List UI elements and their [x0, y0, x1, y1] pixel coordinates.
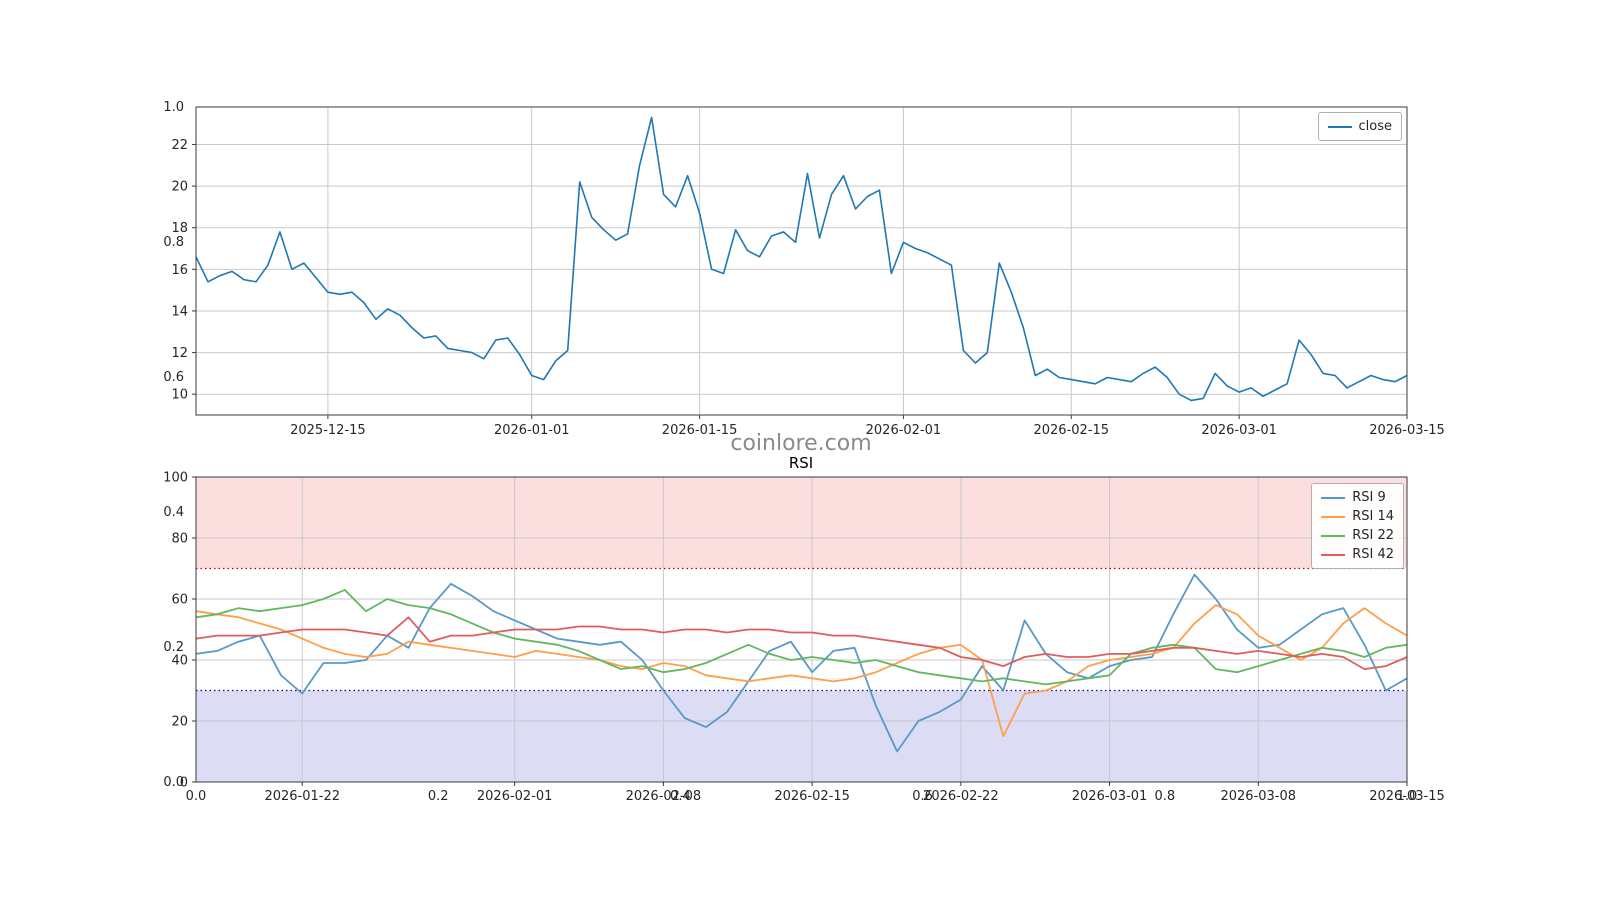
- legend-item-rsi14: RSI 14: [1321, 507, 1394, 526]
- y-tick-label: 40: [171, 654, 188, 669]
- x-tick-label: 2026-01-01: [494, 423, 570, 438]
- phantom-y-label: 0.4: [163, 505, 184, 520]
- phantom-y-label: 0.0: [163, 775, 184, 790]
- y-tick-label: 80: [171, 532, 188, 547]
- series-line-rsi-42: [195, 616, 1408, 670]
- y-tick-label: 16: [171, 263, 188, 278]
- legend-item-rsi42: RSI 42: [1321, 545, 1394, 564]
- y-tick-label: 60: [171, 593, 188, 608]
- x-tick-label: 2026-03-15: [1369, 423, 1445, 438]
- legend-label-rsi14: RSI 14: [1352, 509, 1394, 524]
- phantom-y-label: 1.0: [163, 100, 184, 115]
- y-tick-label: 22: [171, 138, 188, 153]
- legend-item-close: close: [1327, 117, 1392, 136]
- rsi-title: RSI: [788, 454, 814, 472]
- rsi-legend: RSI 9 RSI 14 RSI 22 RSI 42: [1311, 483, 1404, 569]
- series-line-rsi-9: [195, 573, 1408, 753]
- x-tick-label: 2026-03-08: [1220, 789, 1296, 804]
- rsi42-line-swatch: [1321, 553, 1346, 556]
- series-line-rsi-14: [195, 604, 1408, 738]
- series-line-rsi-22: [195, 589, 1408, 686]
- y-tick-label: 100: [163, 471, 188, 486]
- x-tick-label: 2026-02-08: [626, 789, 702, 804]
- y-tick-label: 12: [171, 346, 188, 361]
- x-tick-label: 2026-02-15: [774, 789, 850, 804]
- x-tick-label: 2026-03-15: [1369, 789, 1445, 804]
- phantom-x-label: 0.8: [1154, 789, 1175, 804]
- series-line-close: [195, 116, 1408, 402]
- phantom-x-label: 1.0: [1397, 789, 1418, 804]
- rsi9-line-swatch: [1321, 496, 1346, 499]
- oversold-band: [196, 690, 1407, 782]
- phantom-y-label: 0.6: [163, 370, 184, 385]
- rsi22-line-swatch: [1321, 534, 1346, 537]
- x-tick-label: 2026-02-01: [477, 789, 553, 804]
- legend-item-rsi9: RSI 9: [1321, 488, 1394, 507]
- x-tick-label: 2026-01-22: [264, 789, 340, 804]
- legend-label-rsi42: RSI 42: [1352, 547, 1394, 562]
- rsi14-line-swatch: [1321, 515, 1346, 518]
- phantom-x-label: 0.6: [912, 789, 933, 804]
- phantom-y-label: 0.2: [163, 640, 184, 655]
- legend-label-close: close: [1358, 119, 1392, 134]
- x-tick-label: 2026-03-01: [1072, 789, 1148, 804]
- x-tick-label: 2026-02-22: [923, 789, 999, 804]
- phantom-x-label: 0.2: [428, 789, 449, 804]
- price-legend: close: [1317, 112, 1402, 141]
- x-tick-label: 2026-03-01: [1201, 423, 1277, 438]
- phantom-x-label: 0.4: [670, 789, 691, 804]
- y-tick-label: 20: [171, 180, 188, 195]
- y-tick-label: 14: [171, 304, 188, 319]
- close-line-swatch: [1327, 125, 1352, 128]
- plot-border: [195, 106, 1408, 416]
- y-tick-label: 18: [171, 221, 188, 236]
- legend-label-rsi22: RSI 22: [1352, 528, 1394, 543]
- phantom-x-label: 0.0: [186, 789, 207, 804]
- legend-label-rsi9: RSI 9: [1352, 490, 1386, 505]
- y-tick-label: 20: [171, 715, 188, 730]
- legend-item-rsi22: RSI 22: [1321, 526, 1394, 545]
- overbought-band: [196, 477, 1407, 569]
- x-tick-label: 2026-01-15: [662, 423, 738, 438]
- y-tick-label: 10: [171, 388, 188, 403]
- x-tick-label: 2026-02-01: [866, 423, 942, 438]
- y-tick-label: 0: [180, 776, 188, 791]
- phantom-y-label: 0.8: [163, 235, 184, 250]
- plot-border: [195, 476, 1408, 783]
- watermark: coinlore.com: [730, 431, 872, 456]
- x-tick-label: 2026-02-15: [1033, 423, 1109, 438]
- x-tick-label: 2025-12-15: [290, 423, 366, 438]
